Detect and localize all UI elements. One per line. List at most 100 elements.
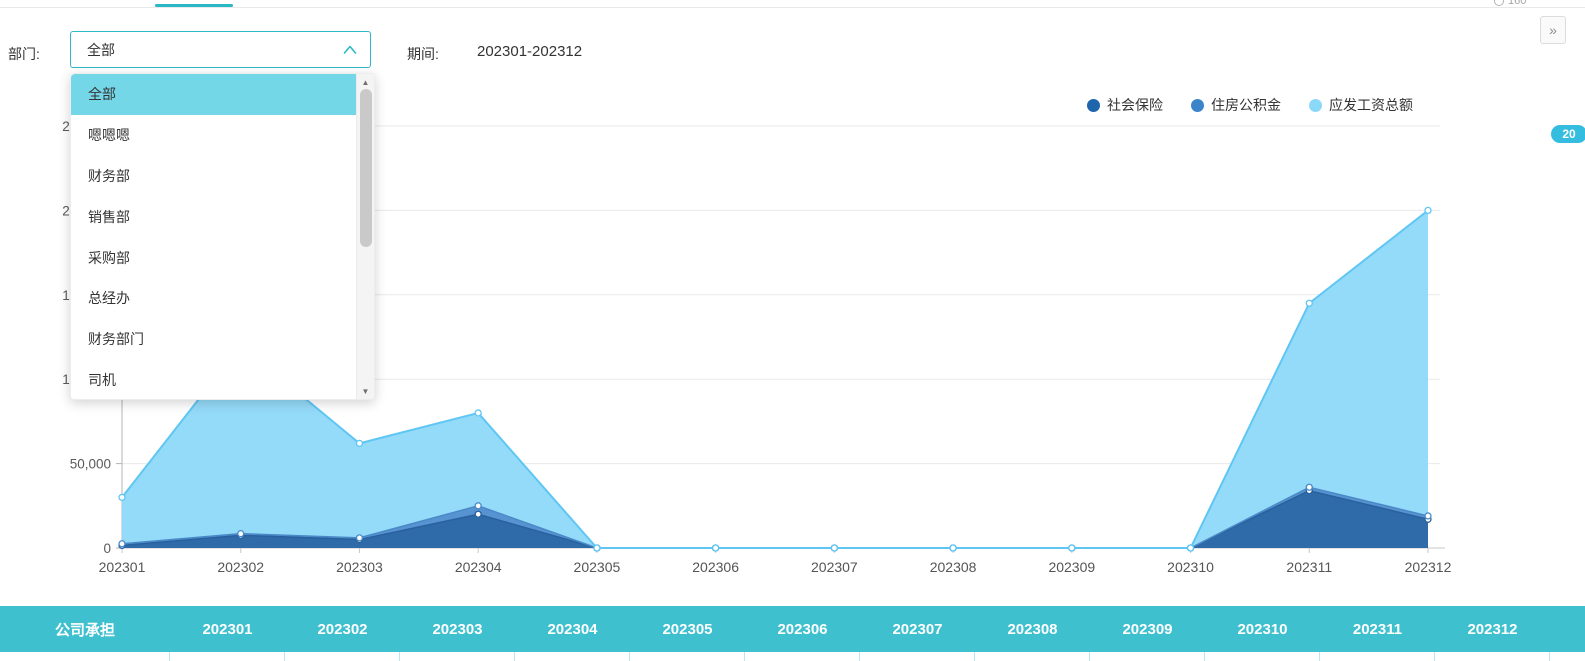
legend-label: 应发工资总额: [1329, 97, 1413, 113]
data-point: [1186, 544, 1195, 552]
table-cell: [515, 652, 630, 661]
table-col-header: 202312: [1467, 620, 1518, 638]
scrollbar-thumb[interactable]: [360, 89, 372, 247]
x-axis-label: 202306: [692, 559, 739, 575]
legend-item[interactable]: 社会保险: [1087, 95, 1163, 115]
dropdown-option[interactable]: 嗯嗯嗯: [88, 127, 130, 144]
data-point: [118, 493, 126, 502]
summary-table-row: [0, 652, 1585, 661]
data-point: [711, 544, 720, 552]
summary-table-header: 公司承担 202301 202302 202303 202304 202305 202306…: [0, 606, 1585, 652]
table-cell: [0, 652, 170, 661]
data-point: [593, 544, 601, 552]
legend-dot-icon: [1087, 98, 1100, 112]
table-row-label: 公司承担: [54, 621, 115, 639]
dropdown-option[interactable]: 全部: [71, 74, 356, 115]
data-point: [355, 534, 364, 542]
period-value: 202301-202312: [477, 43, 583, 60]
table-col-header: 202306: [777, 620, 828, 638]
x-axis-label: 202302: [217, 559, 264, 575]
department-select-value: 全部: [87, 41, 115, 58]
table-cell: [285, 652, 400, 661]
dropdown-scrollbar[interactable]: ▲ ▼: [356, 74, 374, 399]
notification-badge[interactable]: 20: [1551, 125, 1585, 143]
topbar-divider: [0, 7, 1585, 8]
chevron-up-icon: [343, 45, 357, 54]
table-cell: [1090, 652, 1205, 661]
scroll-down-arrow-icon[interactable]: ▼: [361, 386, 370, 396]
data-point: [474, 409, 482, 417]
data-point: [1424, 512, 1432, 520]
dropdown-option[interactable]: 司机: [88, 371, 116, 388]
topbar-right-info: 160: [1494, 0, 1526, 7]
x-axis-label: 202301: [99, 559, 146, 575]
table-cell: [630, 652, 745, 661]
period-label: 期间:: [407, 46, 439, 62]
x-axis-label: 202310: [1167, 559, 1214, 575]
legend-label: 社会保险: [1107, 97, 1163, 113]
table-col-header: 202302: [317, 620, 368, 638]
series-line-yingfa-gongzi-zonge: [121, 209, 1429, 549]
data-point: [830, 544, 839, 552]
data-point: [474, 502, 482, 510]
chart-legend: 社会保险 住房公积金 应发工资总额: [1087, 95, 1413, 115]
series-area-shehui-baoxian: [122, 490, 1428, 548]
data-point: [1424, 206, 1432, 215]
table-col-header: 202311: [1352, 620, 1403, 638]
table-col-header: 202309: [1122, 620, 1173, 638]
x-axis-label: 202308: [930, 559, 977, 575]
dropdown-option[interactable]: 总经办: [88, 290, 130, 307]
table-col-header: 202301: [202, 620, 253, 638]
y-axis-label: 50,000: [70, 457, 111, 472]
x-axis-label: 202312: [1405, 559, 1452, 575]
legend-item[interactable]: 住房公积金: [1191, 95, 1281, 115]
data-point: [949, 544, 957, 552]
summary-table: 公司承担 202301 202302 202303 202304 202305 202306…: [0, 606, 1585, 661]
data-point: [355, 439, 364, 447]
x-axis-label: 202311: [1286, 559, 1332, 575]
legend-dot-icon: [1191, 98, 1204, 112]
table-cell: [170, 652, 285, 661]
table-col-header: 202303: [432, 620, 483, 638]
series-area-yingfa-gongzi-zonge: [122, 210, 1428, 548]
clock-icon: [1494, 0, 1504, 6]
dropdown-option[interactable]: 财务部: [88, 167, 130, 184]
collapse-panel-button[interactable]: »: [1540, 16, 1566, 44]
table-col-header: 202310: [1237, 620, 1288, 638]
table-cell: [1320, 652, 1435, 661]
table-cell: [975, 652, 1090, 661]
table-cell: [1435, 652, 1550, 661]
department-dropdown-list: 全部嗯嗯嗯财务部销售部采购部总经办财务部门司机: [71, 74, 356, 399]
table-cell: [860, 652, 975, 661]
x-axis-label: 202305: [574, 559, 621, 575]
table-cell: [1205, 652, 1320, 661]
data-point: [1305, 299, 1313, 307]
data-point: [474, 510, 482, 518]
data-point: [1068, 544, 1076, 552]
table-cell: [745, 652, 860, 661]
data-point: [118, 540, 126, 548]
table-cell: [400, 652, 515, 661]
data-point: [237, 530, 245, 538]
data-point: [1305, 483, 1313, 491]
legend-item[interactable]: 应发工资总额: [1309, 95, 1413, 115]
x-axis-label: 202307: [811, 559, 858, 575]
table-col-header: 202305: [662, 620, 713, 638]
department-label: 部门:: [8, 46, 40, 62]
dropdown-option[interactable]: 采购部: [88, 249, 130, 266]
x-axis-label: 202303: [336, 559, 383, 575]
y-axis-label: 0: [103, 541, 111, 556]
x-axis-label: 202304: [455, 559, 502, 575]
legend-label: 住房公积金: [1211, 97, 1281, 113]
scroll-up-arrow-icon[interactable]: ▲: [361, 77, 370, 87]
dropdown-option[interactable]: 财务部门: [88, 331, 144, 348]
active-tab-indicator: [155, 4, 233, 7]
department-select[interactable]: 全部: [70, 31, 371, 68]
table-col-header: 202304: [547, 620, 598, 638]
legend-dot-icon: [1309, 98, 1322, 112]
table-col-header: 202307: [892, 620, 943, 638]
table-col-header: 202308: [1007, 620, 1058, 638]
department-dropdown-panel: 全部嗯嗯嗯财务部销售部采购部总经办财务部门司机 ▲ ▼: [70, 73, 375, 400]
topbar-right-text: 160: [1508, 0, 1527, 7]
dropdown-option[interactable]: 销售部: [88, 208, 130, 225]
